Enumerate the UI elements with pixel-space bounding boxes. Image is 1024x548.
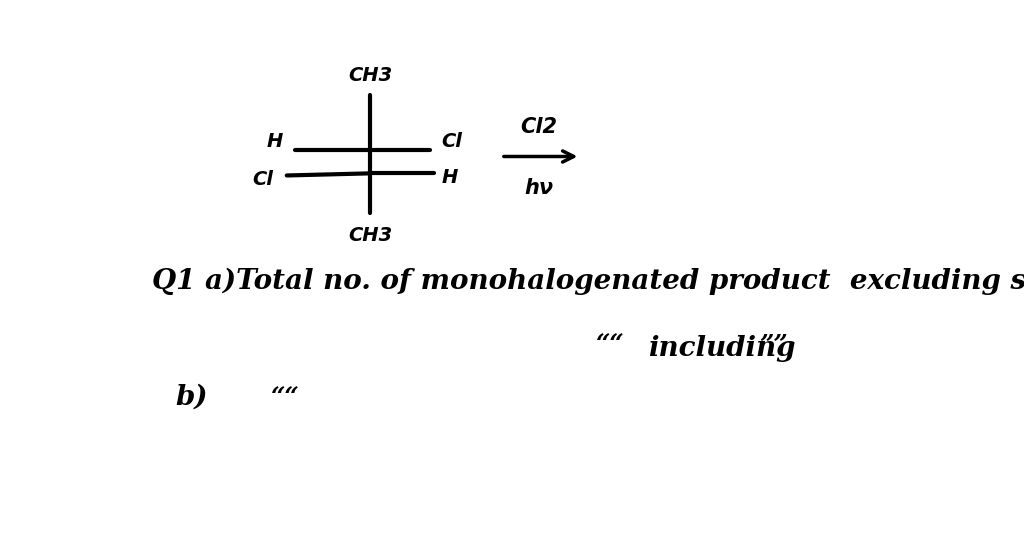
Text: ““: ““ (596, 332, 625, 356)
Text: ““: ““ (270, 385, 300, 409)
Text: Cl: Cl (252, 170, 273, 189)
Text: CH3: CH3 (348, 66, 392, 85)
Text: b): b) (176, 384, 208, 410)
Text: Cl: Cl (441, 132, 463, 151)
Text: Q1 a)Total no. of monohalogenated product  excluding stereoisomerims.: Q1 a)Total no. of monohalogenated produc… (152, 267, 1024, 295)
Text: CH3: CH3 (348, 226, 392, 245)
Text: hν: hν (524, 178, 554, 198)
Text: H: H (441, 168, 458, 187)
Text: Cl2: Cl2 (520, 117, 558, 138)
Text: H: H (266, 132, 283, 151)
Text: including: including (648, 335, 796, 362)
Text: ””: ”” (759, 332, 787, 356)
